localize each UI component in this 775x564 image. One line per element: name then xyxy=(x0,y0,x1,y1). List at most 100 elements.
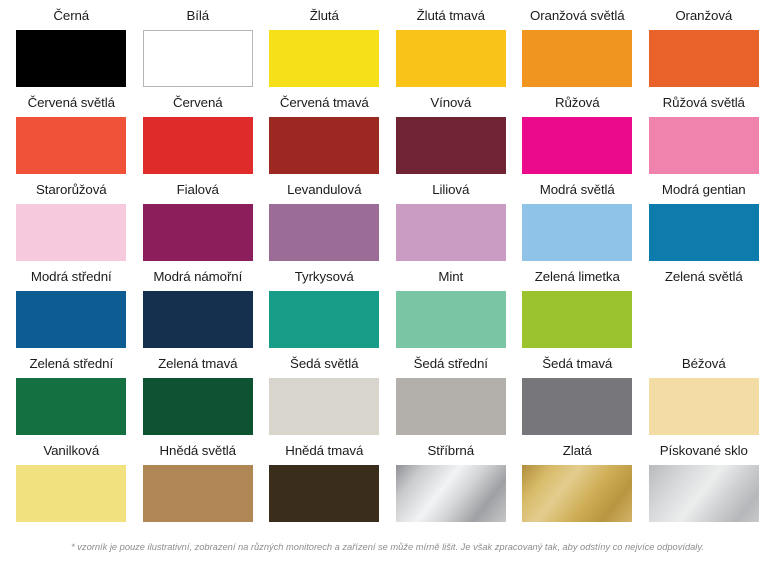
swatch-cell[interactable]: Oranžová xyxy=(641,4,768,91)
swatch-cell[interactable]: Vínová xyxy=(388,91,515,178)
swatch-color-chip[interactable] xyxy=(649,291,759,348)
swatch-label: Zelená světlá xyxy=(664,269,743,284)
swatch-label: Bílá xyxy=(186,8,209,23)
swatch-color-chip[interactable] xyxy=(395,117,506,174)
swatch-cell[interactable]: Modrá námořní xyxy=(135,265,262,352)
swatch-color-chip[interactable] xyxy=(522,378,633,435)
swatch-cell[interactable]: Hnědá tmavá xyxy=(261,439,388,526)
swatch-color-chip[interactable] xyxy=(269,378,380,435)
swatch-cell[interactable]: Zelená střední xyxy=(8,352,135,439)
swatch-cell[interactable]: Šedá světlá xyxy=(261,352,388,439)
swatch-color-chip[interactable] xyxy=(142,30,253,87)
swatch-color-chip[interactable] xyxy=(142,291,253,348)
swatch-cell[interactable]: Žlutá tmavá xyxy=(388,4,515,91)
swatch-label: Oranžová xyxy=(675,8,733,23)
swatch-label: Růžová světlá xyxy=(662,95,745,110)
swatch-color-chip[interactable] xyxy=(395,378,506,435)
swatch-color-chip[interactable] xyxy=(142,378,253,435)
swatch-cell[interactable]: Zelená světlá xyxy=(641,265,768,352)
swatch-cell[interactable]: Zlatá xyxy=(514,439,641,526)
swatch-label: Růžová xyxy=(555,95,600,110)
swatch-cell[interactable]: Šedá střední xyxy=(388,352,515,439)
swatch-color-chip[interactable] xyxy=(648,117,759,174)
swatch-label: Mint xyxy=(438,269,464,284)
swatch-cell[interactable]: Červená světlá xyxy=(8,91,135,178)
swatch-label: Zelená limetka xyxy=(534,269,620,284)
swatch-cell[interactable]: Žlutá xyxy=(261,4,388,91)
swatch-color-chip[interactable] xyxy=(648,30,759,87)
swatch-color-chip[interactable] xyxy=(16,117,127,174)
swatch-color-chip[interactable] xyxy=(16,465,127,522)
swatch-color-chip[interactable] xyxy=(142,117,253,174)
swatch-color-chip[interactable] xyxy=(522,291,633,348)
swatch-label: Béžová xyxy=(681,356,726,371)
swatch-cell[interactable]: Bílá xyxy=(135,4,262,91)
footer-disclaimer: * vzorník je pouze ilustrativní, zobraze… xyxy=(71,542,704,552)
swatch-cell[interactable]: Růžová světlá xyxy=(641,91,768,178)
swatch-cell[interactable]: Fialová xyxy=(135,178,262,265)
swatch-label: Tyrkysová xyxy=(294,269,354,284)
swatch-color-chip[interactable] xyxy=(522,117,633,174)
swatch-cell[interactable]: Tyrkysová xyxy=(261,265,388,352)
swatch-color-chip[interactable] xyxy=(16,291,127,348)
swatch-color-chip[interactable] xyxy=(395,465,506,522)
swatch-cell[interactable]: Růžová xyxy=(514,91,641,178)
swatch-color-chip[interactable] xyxy=(16,204,127,261)
swatch-label: Černá xyxy=(53,8,90,23)
swatch-cell[interactable]: Levandulová xyxy=(261,178,388,265)
swatch-grid: Černá Bílá Žlutá Žlutá tmavá Oranžová světlá… xyxy=(8,4,767,526)
swatch-cell[interactable]: Stříbrná xyxy=(388,439,515,526)
swatch-color-chip[interactable] xyxy=(16,378,127,435)
swatch-cell[interactable]: Modrá střední xyxy=(8,265,135,352)
swatch-color-chip[interactable] xyxy=(522,30,633,87)
swatch-color-chip[interactable] xyxy=(395,204,506,261)
swatch-label: Oranžová světlá xyxy=(529,8,625,23)
swatch-cell[interactable]: Liliová xyxy=(388,178,515,265)
swatch-color-chip[interactable] xyxy=(142,204,253,261)
swatch-cell[interactable]: Šedá tmavá xyxy=(514,352,641,439)
swatch-label: Červená světlá xyxy=(27,95,115,110)
swatch-color-chip[interactable] xyxy=(142,465,253,522)
swatch-color-chip[interactable] xyxy=(648,204,759,261)
swatch-color-chip[interactable] xyxy=(395,30,506,87)
swatch-cell[interactable]: Modrá světlá xyxy=(514,178,641,265)
swatch-label: Modrá světlá xyxy=(539,182,615,197)
swatch-color-chip[interactable] xyxy=(395,291,506,348)
swatch-cell[interactable]: Hnědá světlá xyxy=(135,439,262,526)
swatch-label: Modrá námořní xyxy=(153,269,243,284)
swatch-label: Zelená tmavá xyxy=(158,356,238,371)
swatch-label: Modrá střední xyxy=(30,269,112,284)
swatch-color-chip[interactable] xyxy=(269,30,380,87)
swatch-cell[interactable]: Zelená limetka xyxy=(514,265,641,352)
swatch-label: Zelená střední xyxy=(29,356,114,371)
swatch-label: Červená tmavá xyxy=(279,95,369,110)
swatch-cell[interactable]: Mint xyxy=(388,265,515,352)
swatch-cell[interactable]: Zelená tmavá xyxy=(135,352,262,439)
swatch-cell[interactable]: Starorůžová xyxy=(8,178,135,265)
swatch-color-chip[interactable] xyxy=(648,465,759,522)
swatch-color-chip[interactable] xyxy=(269,465,380,522)
swatch-color-chip[interactable] xyxy=(522,465,633,522)
swatch-cell[interactable]: Červená tmavá xyxy=(261,91,388,178)
swatch-color-chip[interactable] xyxy=(16,30,127,87)
swatch-cell[interactable]: Modrá gentian xyxy=(641,178,768,265)
swatch-cell[interactable]: Béžová xyxy=(641,352,768,439)
swatch-label: Vanilková xyxy=(43,443,100,458)
swatch-color-chip[interactable] xyxy=(522,204,633,261)
swatch-label: Modrá gentian xyxy=(661,182,746,197)
swatch-cell[interactable]: Oranžová světlá xyxy=(514,4,641,91)
swatch-cell[interactable]: Vanilková xyxy=(8,439,135,526)
swatch-label: Šedá světlá xyxy=(290,356,359,371)
swatch-color-chip[interactable] xyxy=(269,204,380,261)
swatch-color-chip[interactable] xyxy=(269,117,380,174)
swatch-label: Fialová xyxy=(176,182,219,197)
swatch-cell[interactable]: Pískované sklo xyxy=(641,439,768,526)
swatch-label: Žlutá xyxy=(309,8,339,23)
swatch-label: Vínová xyxy=(430,95,472,110)
swatch-color-chip[interactable] xyxy=(269,291,380,348)
swatch-label: Hnědá světlá xyxy=(159,443,237,458)
swatch-cell[interactable]: Červená xyxy=(135,91,262,178)
swatch-cell[interactable]: Černá xyxy=(8,4,135,91)
swatch-color-chip[interactable] xyxy=(648,378,759,435)
